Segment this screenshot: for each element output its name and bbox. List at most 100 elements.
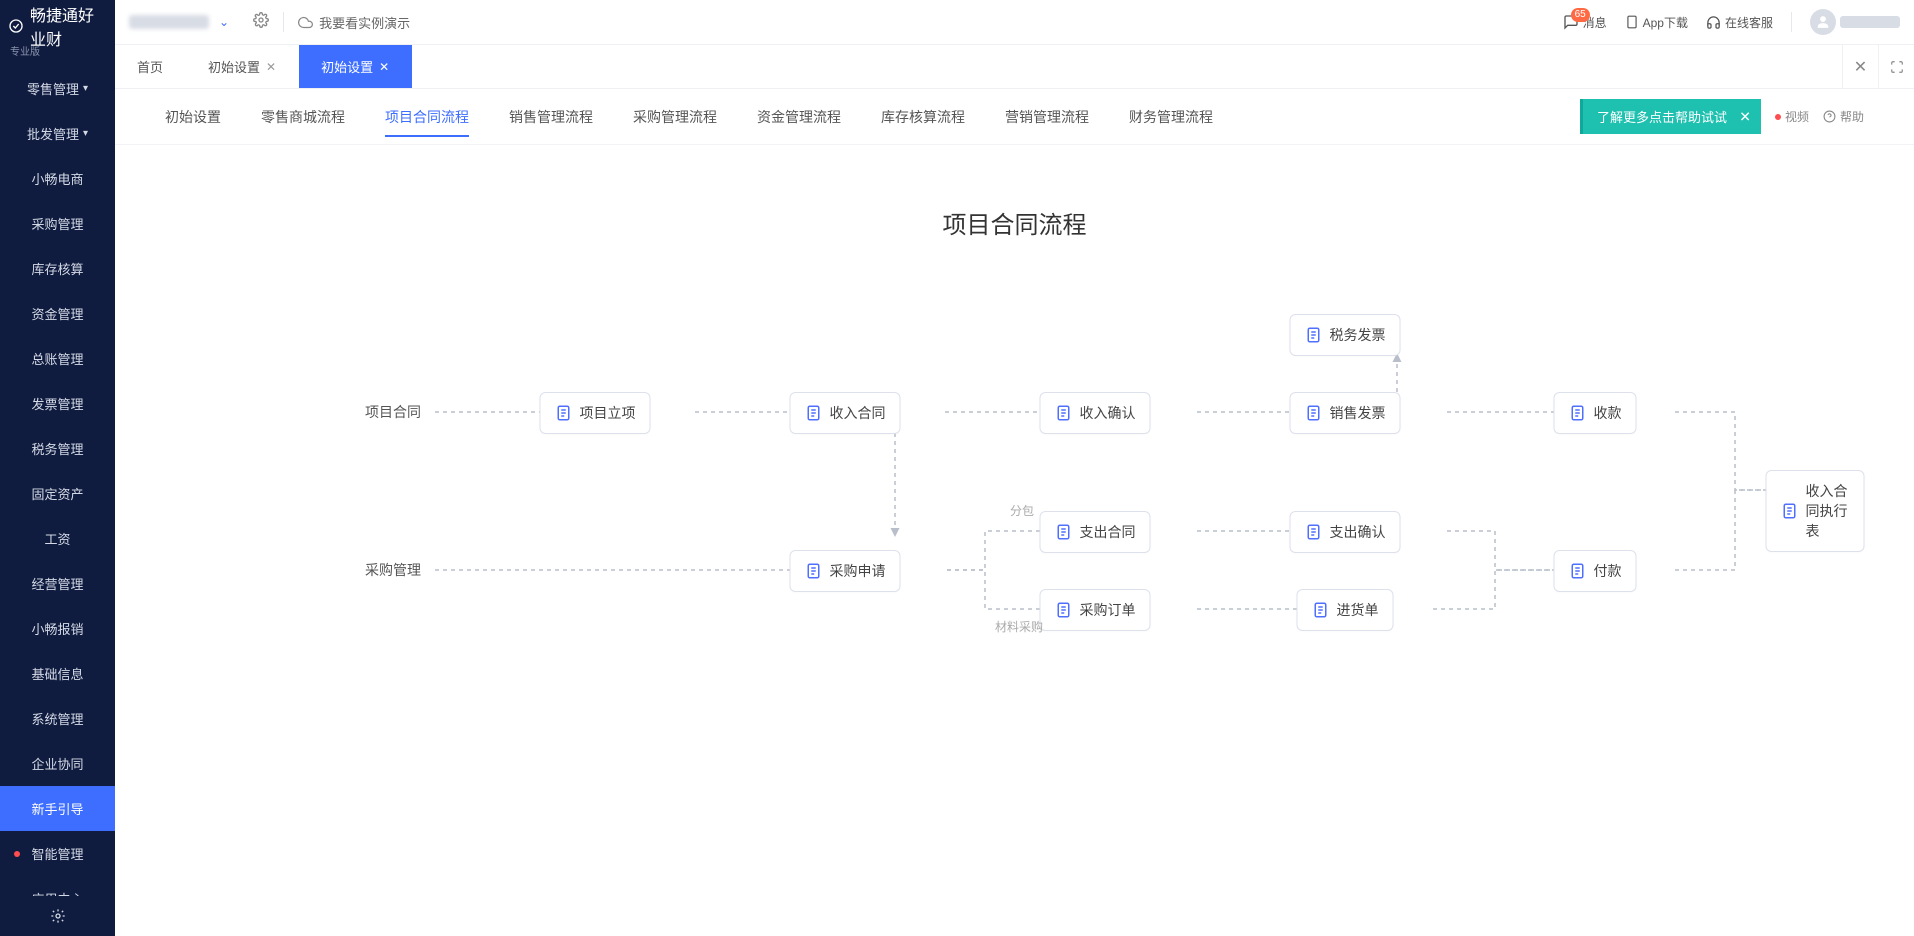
help-tip-banner[interactable]: 了解更多点击帮助试试 ✕ [1580, 99, 1761, 134]
messages-badge: 65 [1571, 8, 1590, 22]
sidebar-item-8[interactable]: 税务管理 [0, 426, 115, 471]
document-icon [1055, 404, 1073, 422]
subtab-0[interactable]: 初始设置 [165, 91, 221, 143]
flow-node-n4[interactable]: 销售发票 [1290, 392, 1401, 434]
sidebar-item-15[interactable]: 企业协同 [0, 741, 115, 786]
sidebar-item-12[interactable]: 小畅报销 [0, 606, 115, 651]
subtabs-right: 了解更多点击帮助试试 ✕ 视频 帮助 [1580, 99, 1864, 134]
demo-label: 我要看实例演示 [319, 13, 410, 32]
subtab-5[interactable]: 资金管理流程 [757, 91, 841, 143]
sidebar-item-11[interactable]: 经营管理 [0, 561, 115, 606]
fullscreen-button[interactable] [1878, 45, 1914, 88]
demo-link[interactable]: 我要看实例演示 [298, 13, 410, 32]
messages-button[interactable]: 消息 65 [1563, 14, 1607, 31]
flowchart: 项目合同采购管理项目立项收入合同收入确认销售发票收款税务发票收入合同执行表采购申… [115, 145, 1914, 936]
tab-2[interactable]: 初始设置 ✕ [299, 45, 412, 88]
flow-node-n_exec[interactable]: 收入合同执行表 [1766, 470, 1865, 552]
sidebar-item-17[interactable]: 智能管理 [0, 831, 115, 876]
app-download-label: App下载 [1643, 14, 1688, 31]
sidebar-item-1[interactable]: 批发管理▾ [0, 111, 115, 156]
document-icon [805, 404, 823, 422]
sidebar-item-label: 税务管理 [31, 439, 83, 458]
sidebar-item-0[interactable]: 零售管理▾ [0, 66, 115, 111]
flowchart-edges [115, 145, 1914, 936]
subtab-7[interactable]: 营销管理流程 [1005, 91, 1089, 143]
org-selector[interactable]: ⌄ [129, 15, 239, 29]
help-icon [1823, 110, 1836, 123]
sidebar-item-3[interactable]: 采购管理 [0, 201, 115, 246]
sidebar-item-label: 新手引导 [31, 799, 83, 818]
sidebar-item-9[interactable]: 固定资产 [0, 471, 115, 516]
tab-0[interactable]: 首页 [115, 45, 186, 88]
video-link[interactable]: 视频 [1775, 108, 1809, 125]
document-icon [1781, 502, 1799, 520]
sidebar-item-7[interactable]: 发票管理 [0, 381, 115, 426]
online-service-label: 在线客服 [1725, 14, 1773, 31]
document-icon [1055, 601, 1073, 619]
flow-node-n2[interactable]: 收入合同 [790, 392, 901, 434]
sidebar-item-2[interactable]: 小畅电商 [0, 156, 115, 201]
sidebar-item-label: 智能管理 [31, 844, 83, 863]
help-label: 帮助 [1840, 108, 1864, 125]
tab-1[interactable]: 初始设置 ✕ [186, 45, 299, 88]
flow-node-n6[interactable]: 采购申请 [790, 550, 901, 592]
sidebar-item-label: 企业协同 [31, 754, 83, 773]
subtab-2[interactable]: 项目合同流程 [385, 91, 469, 143]
tab-label: 初始设置 [321, 57, 373, 76]
sidebar-item-6[interactable]: 总账管理 [0, 336, 115, 381]
topbar: ⌄ 我要看实例演示 消息 65 App下载 在线客服 [115, 0, 1914, 45]
flow-node-label: 税务发票 [1330, 325, 1386, 345]
flow-node-n10[interactable]: 进货单 [1297, 589, 1394, 631]
document-icon [1569, 562, 1587, 580]
flow-node-n0[interactable]: 税务发票 [1290, 314, 1401, 356]
subtab-6[interactable]: 库存核算流程 [881, 91, 965, 143]
notification-dot-icon [14, 851, 20, 857]
sidebar-item-13[interactable]: 基础信息 [0, 651, 115, 696]
document-icon [1055, 523, 1073, 541]
close-icon[interactable]: ✕ [1739, 108, 1751, 125]
avatar-icon [1810, 9, 1836, 35]
sidebar-item-10[interactable]: 工资 [0, 516, 115, 561]
close-icon[interactable]: ✕ [379, 60, 389, 74]
org-name-placeholder [129, 15, 209, 29]
flow-node-label: 支出合同 [1080, 522, 1136, 542]
sidebar-item-16[interactable]: 新手引导 [0, 786, 115, 831]
user-name-placeholder [1840, 16, 1900, 28]
close-icon[interactable]: ✕ [266, 60, 276, 74]
flow-node-n8[interactable]: 支出确认 [1290, 511, 1401, 553]
flow-node-n3[interactable]: 收入确认 [1040, 392, 1151, 434]
flowchart-canvas: 项目合同流程 项目合同采购管理项目立项收入合同收入确认销售发票收款税务发票收入合… [115, 145, 1914, 936]
sidebar-item-label: 系统管理 [31, 709, 83, 728]
flow-node-label: 采购申请 [830, 561, 886, 581]
subtab-4[interactable]: 采购管理流程 [633, 91, 717, 143]
sidebar-item-18[interactable]: 应用中心 [0, 876, 115, 896]
help-link[interactable]: 帮助 [1823, 108, 1864, 125]
close-all-tabs-button[interactable]: ✕ [1842, 45, 1878, 88]
record-dot-icon [1775, 114, 1781, 120]
document-icon [1312, 601, 1330, 619]
flow-node-n11[interactable]: 付款 [1554, 550, 1637, 592]
subtab-8[interactable]: 财务管理流程 [1129, 91, 1213, 143]
flow-node-n1[interactable]: 项目立项 [540, 392, 651, 434]
tab-label: 初始设置 [208, 57, 260, 76]
app-download-button[interactable]: App下载 [1625, 14, 1688, 31]
brand-edition: 专业版 [0, 43, 115, 58]
tip-banner-text: 了解更多点击帮助试试 [1597, 110, 1727, 125]
sidebar-item-label: 应用中心 [31, 889, 83, 896]
online-service-button[interactable]: 在线客服 [1706, 14, 1773, 31]
sidebar-item-4[interactable]: 库存核算 [0, 246, 115, 291]
flow-node-n5[interactable]: 收款 [1554, 392, 1637, 434]
sidebar-settings-icon[interactable] [0, 896, 115, 936]
subtab-1[interactable]: 零售商城流程 [261, 91, 345, 143]
flow-node-n9[interactable]: 采购订单 [1040, 589, 1151, 631]
chevron-down-icon: ▾ [83, 128, 88, 139]
org-settings-icon[interactable] [253, 12, 269, 32]
divider [283, 12, 284, 32]
sidebar-item-5[interactable]: 资金管理 [0, 291, 115, 336]
flow-node-n7[interactable]: 支出合同 [1040, 511, 1151, 553]
sidebar-item-label: 采购管理 [31, 214, 83, 233]
flow-edge-label: 分包 [1010, 502, 1034, 519]
user-menu[interactable] [1810, 9, 1900, 35]
sidebar-item-14[interactable]: 系统管理 [0, 696, 115, 741]
subtab-3[interactable]: 销售管理流程 [509, 91, 593, 143]
